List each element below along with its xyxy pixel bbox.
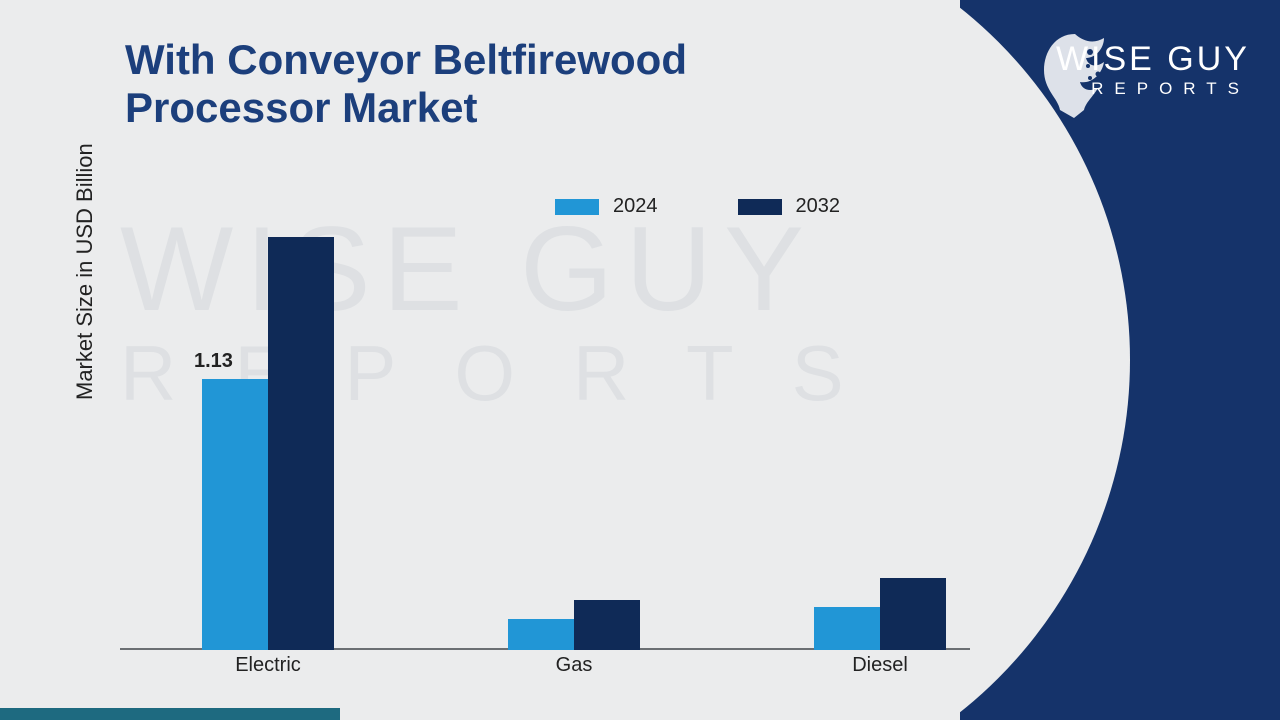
bar-group-electric: Electric1.13 [188, 237, 348, 650]
legend-label-2032: 2032 [796, 195, 841, 218]
bar-electric-2024 [202, 379, 268, 650]
legend-item-2032: 2032 [738, 195, 841, 218]
legend: 2024 2032 [555, 195, 840, 218]
footer-strip [0, 708, 340, 720]
value-label-electric: 1.13 [194, 350, 233, 373]
bar-gas-2032 [574, 600, 640, 650]
bar-group-diesel: Diesel [800, 578, 960, 650]
category-label-electric: Electric [168, 650, 368, 677]
brand-line2: REPORTS [1056, 80, 1250, 97]
y-axis-label: Market Size in USD Billion [72, 143, 98, 400]
bar-electric-2032 [268, 237, 334, 650]
category-label-gas: Gas [474, 650, 674, 677]
category-label-diesel: Diesel [780, 650, 980, 677]
legend-label-2024: 2024 [613, 195, 658, 218]
brand-logo-text: WISE GUY REPORTS [1056, 42, 1250, 97]
chart-canvas: WISE GUY REPORTS WISE GUY REPORTS With C… [0, 0, 1280, 720]
legend-swatch-2024 [555, 199, 599, 215]
brand-line1: WISE GUY [1056, 42, 1250, 76]
chart-title: With Conveyor Beltfirewood Processor Mar… [125, 36, 745, 133]
plot-area: Electric1.13 Gas Diesel [120, 230, 970, 650]
bar-diesel-2032 [880, 578, 946, 650]
legend-swatch-2032 [738, 199, 782, 215]
legend-item-2024: 2024 [555, 195, 658, 218]
bar-group-gas: Gas [494, 600, 654, 650]
bar-diesel-2024 [814, 607, 880, 650]
bar-gas-2024 [508, 619, 574, 650]
